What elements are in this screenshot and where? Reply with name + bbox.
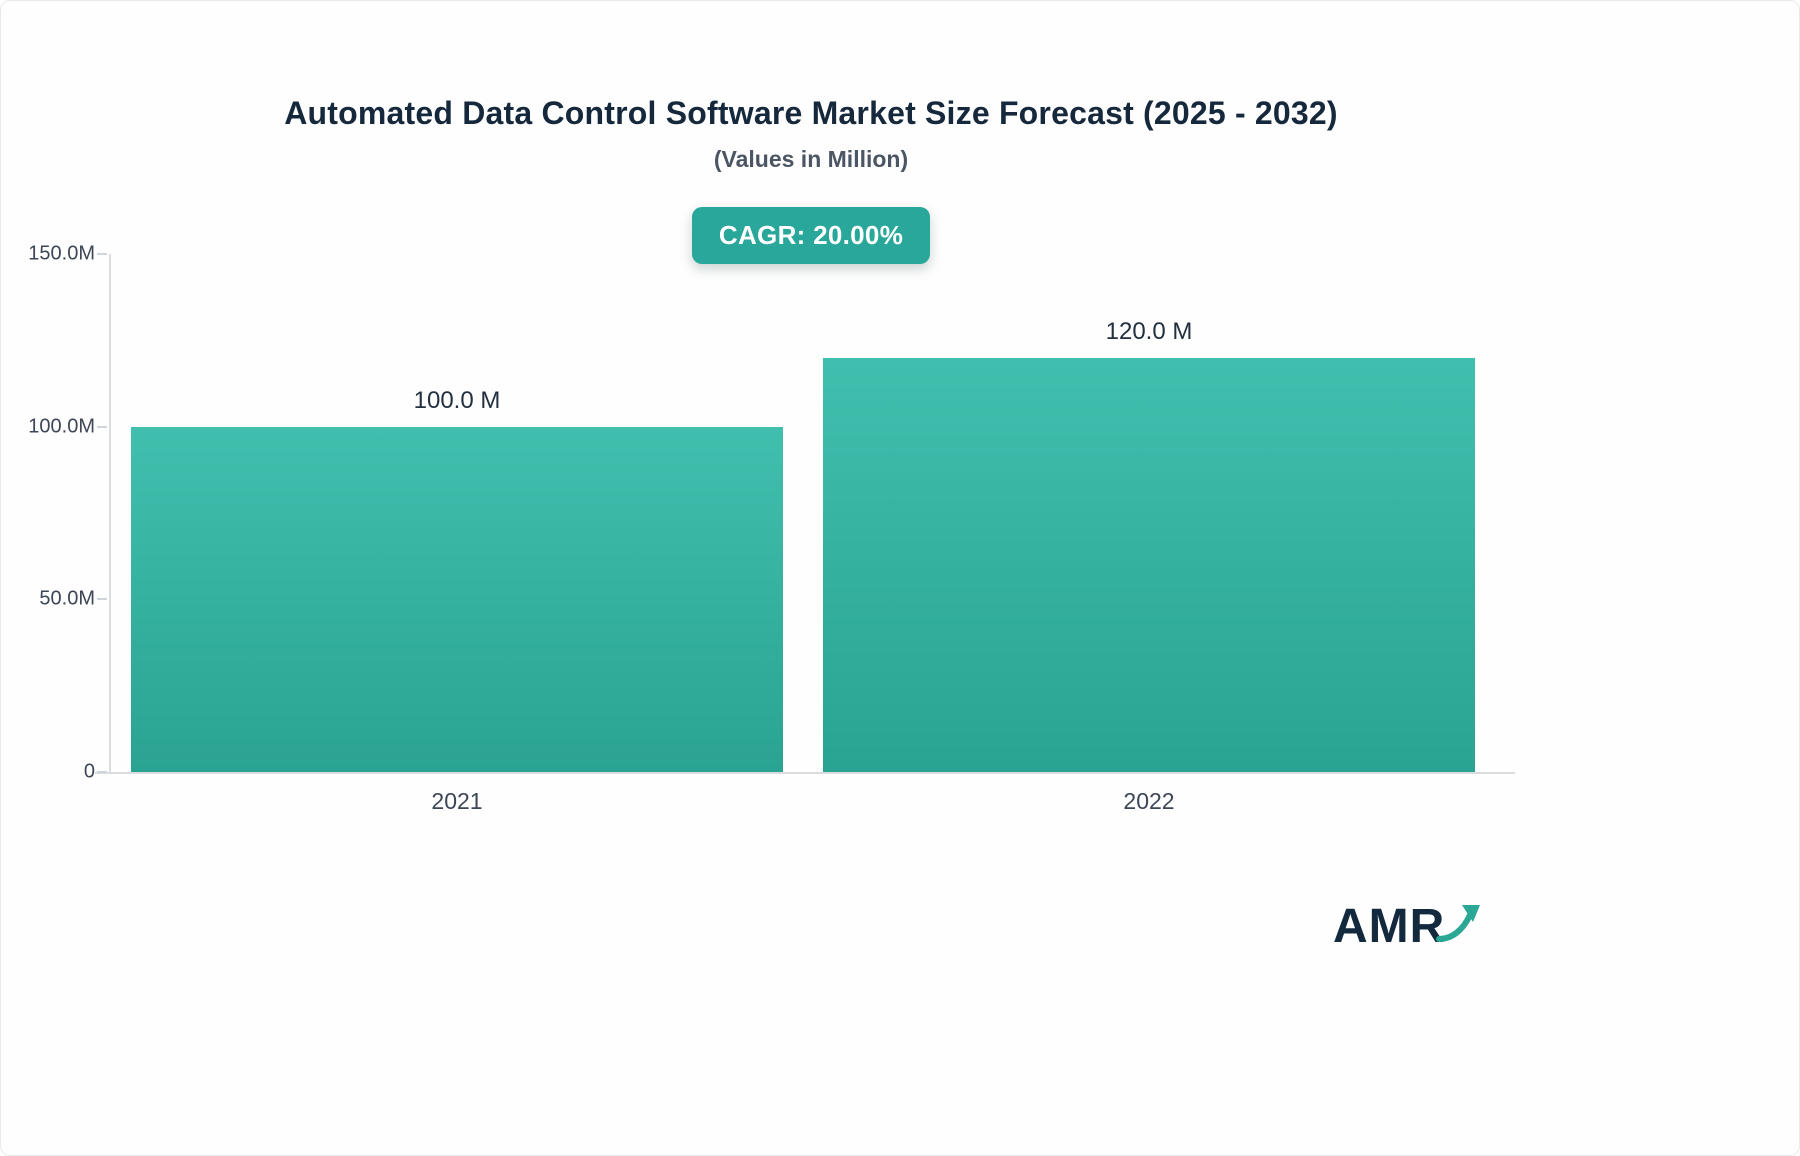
y-axis-label: 150.0M bbox=[28, 242, 95, 265]
y-axis-tick bbox=[97, 771, 107, 773]
chart-header: Automated Data Control Software Market S… bbox=[111, 1, 1511, 264]
y-axis-line bbox=[109, 254, 111, 772]
bar-value-label: 120.0 M bbox=[1105, 317, 1193, 345]
x-axis-line bbox=[95, 772, 1515, 774]
bar-2022[interactable] bbox=[823, 357, 1475, 772]
x-axis-label: 2022 bbox=[1123, 788, 1175, 814]
y-axis-tick bbox=[97, 253, 107, 255]
bar-2021[interactable] bbox=[131, 426, 783, 772]
x-axis-label: 2021 bbox=[431, 788, 483, 814]
y-axis-label: 50.0M bbox=[39, 587, 95, 610]
bar-value-label: 100.0 M bbox=[413, 386, 501, 414]
chart-title: Automated Data Control Software Market S… bbox=[284, 95, 1338, 131]
amr-logo: AMR bbox=[1333, 899, 1481, 954]
y-axis-label: 100.0M bbox=[28, 415, 95, 438]
y-axis-tick bbox=[97, 425, 107, 428]
amr-logo-arrow-icon bbox=[1436, 904, 1481, 942]
plot-area: 100.0 M 2021 120.0 M 2022 0 50.0M 100.0M 150.0M bbox=[28, 243, 1515, 814]
cagr-badge: CAGR: 20.00% bbox=[691, 207, 931, 264]
amr-logo-text: AMR bbox=[1333, 900, 1446, 953]
y-axis-tick bbox=[97, 598, 107, 601]
chart-subtitle: (Values in Million) bbox=[713, 146, 909, 172]
y-axis-label: 0 bbox=[83, 760, 95, 783]
